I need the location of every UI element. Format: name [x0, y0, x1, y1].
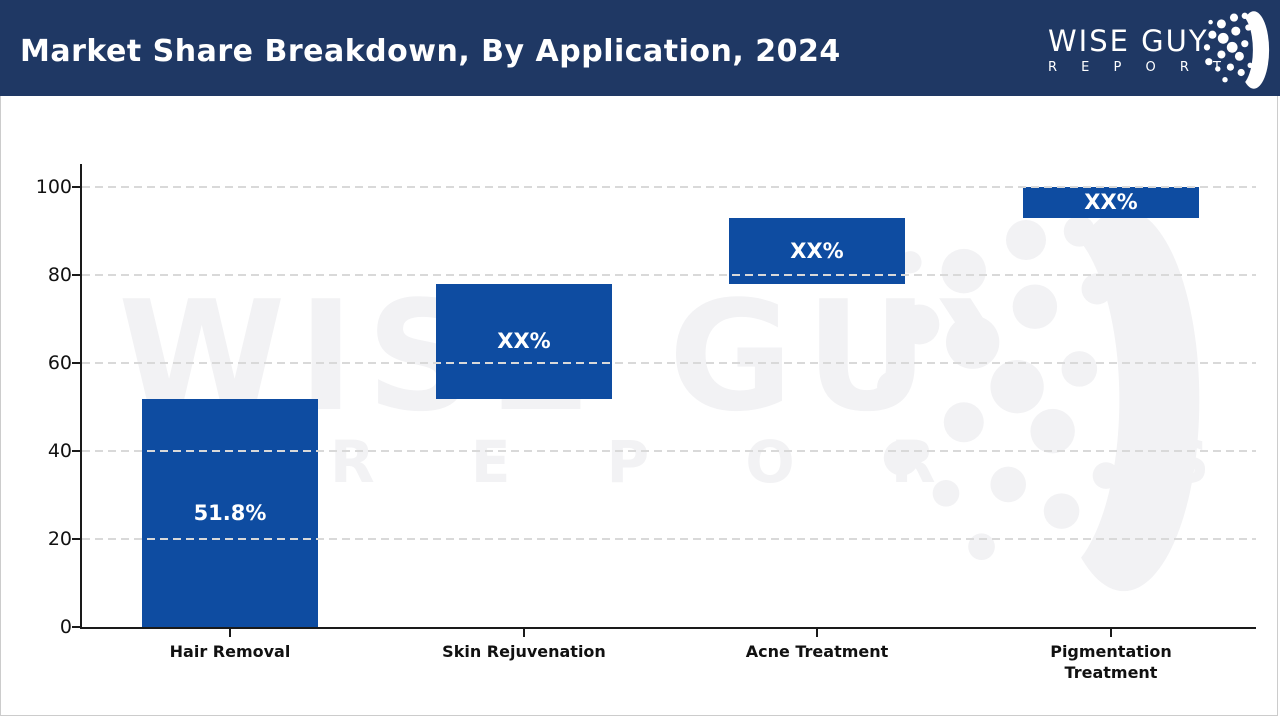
watermark-text-line2: R E P O R T S	[330, 428, 1248, 496]
x-axis-label-acne-treatment: Acne Treatment	[745, 642, 889, 661]
header-bar: Market Share Breakdown, By Application, …	[0, 0, 1280, 96]
x-axis-label-pigmentation-treatment: Pigmentation Treatment	[1050, 642, 1172, 682]
bar-label-acne-treatment: XX%	[790, 238, 844, 263]
x-axis-tick-pigmentation-treatment	[1110, 629, 1112, 637]
gridline-100	[82, 186, 1256, 188]
y-axis-label-100: 100	[35, 176, 72, 198]
y-axis-tick-60	[72, 362, 80, 364]
x-axis-line	[80, 627, 1256, 629]
bar-hair-removal	[142, 399, 318, 627]
x-axis-label-skin-rejuvenation: Skin Rejuvenation	[442, 642, 606, 661]
x-axis-label-hair-removal: Hair Removal	[169, 642, 291, 661]
y-axis-label-0: 0	[59, 616, 72, 638]
bar-label-pigmentation-treatment: XX%	[1084, 190, 1138, 215]
gridline-40	[82, 450, 1256, 452]
x-axis-tick-hair-removal	[229, 629, 231, 637]
gridline-60	[82, 362, 1256, 364]
gridline-80	[82, 274, 1256, 276]
x-axis-tick-acne-treatment	[816, 629, 818, 637]
y-axis-label-20: 20	[47, 528, 72, 550]
wise-guy-logo: WISE GUY R E P O R T S	[1016, 6, 1270, 92]
y-axis-tick-100	[72, 186, 80, 188]
y-axis-tick-80	[72, 274, 80, 276]
chart-title: Market Share Breakdown, By Application, …	[20, 34, 841, 69]
bar-skin-rejuvenation	[436, 283, 612, 400]
logo-text: WISE GUY R E P O R T S	[1048, 24, 1263, 75]
logo-subtitle: R E P O R T S	[1048, 60, 1264, 75]
y-axis-line	[80, 164, 82, 629]
y-axis-tick-20	[72, 538, 80, 540]
y-axis-label-40: 40	[47, 440, 72, 462]
logo-face-icon	[1203, 11, 1270, 89]
y-axis-label-60: 60	[47, 352, 72, 374]
gridline-20	[82, 538, 1256, 540]
bar-acne-treatment	[729, 217, 905, 284]
bar-label-skin-rejuvenation: XX%	[497, 329, 551, 354]
logo-title: WISE GUY	[1048, 24, 1209, 58]
y-axis-tick-40	[72, 450, 80, 452]
x-axis-tick-skin-rejuvenation	[523, 629, 525, 637]
y-axis-label-80: 80	[47, 264, 72, 286]
y-axis-tick-0	[72, 626, 80, 628]
bar-label-hair-removal: 51.8%	[193, 501, 267, 526]
